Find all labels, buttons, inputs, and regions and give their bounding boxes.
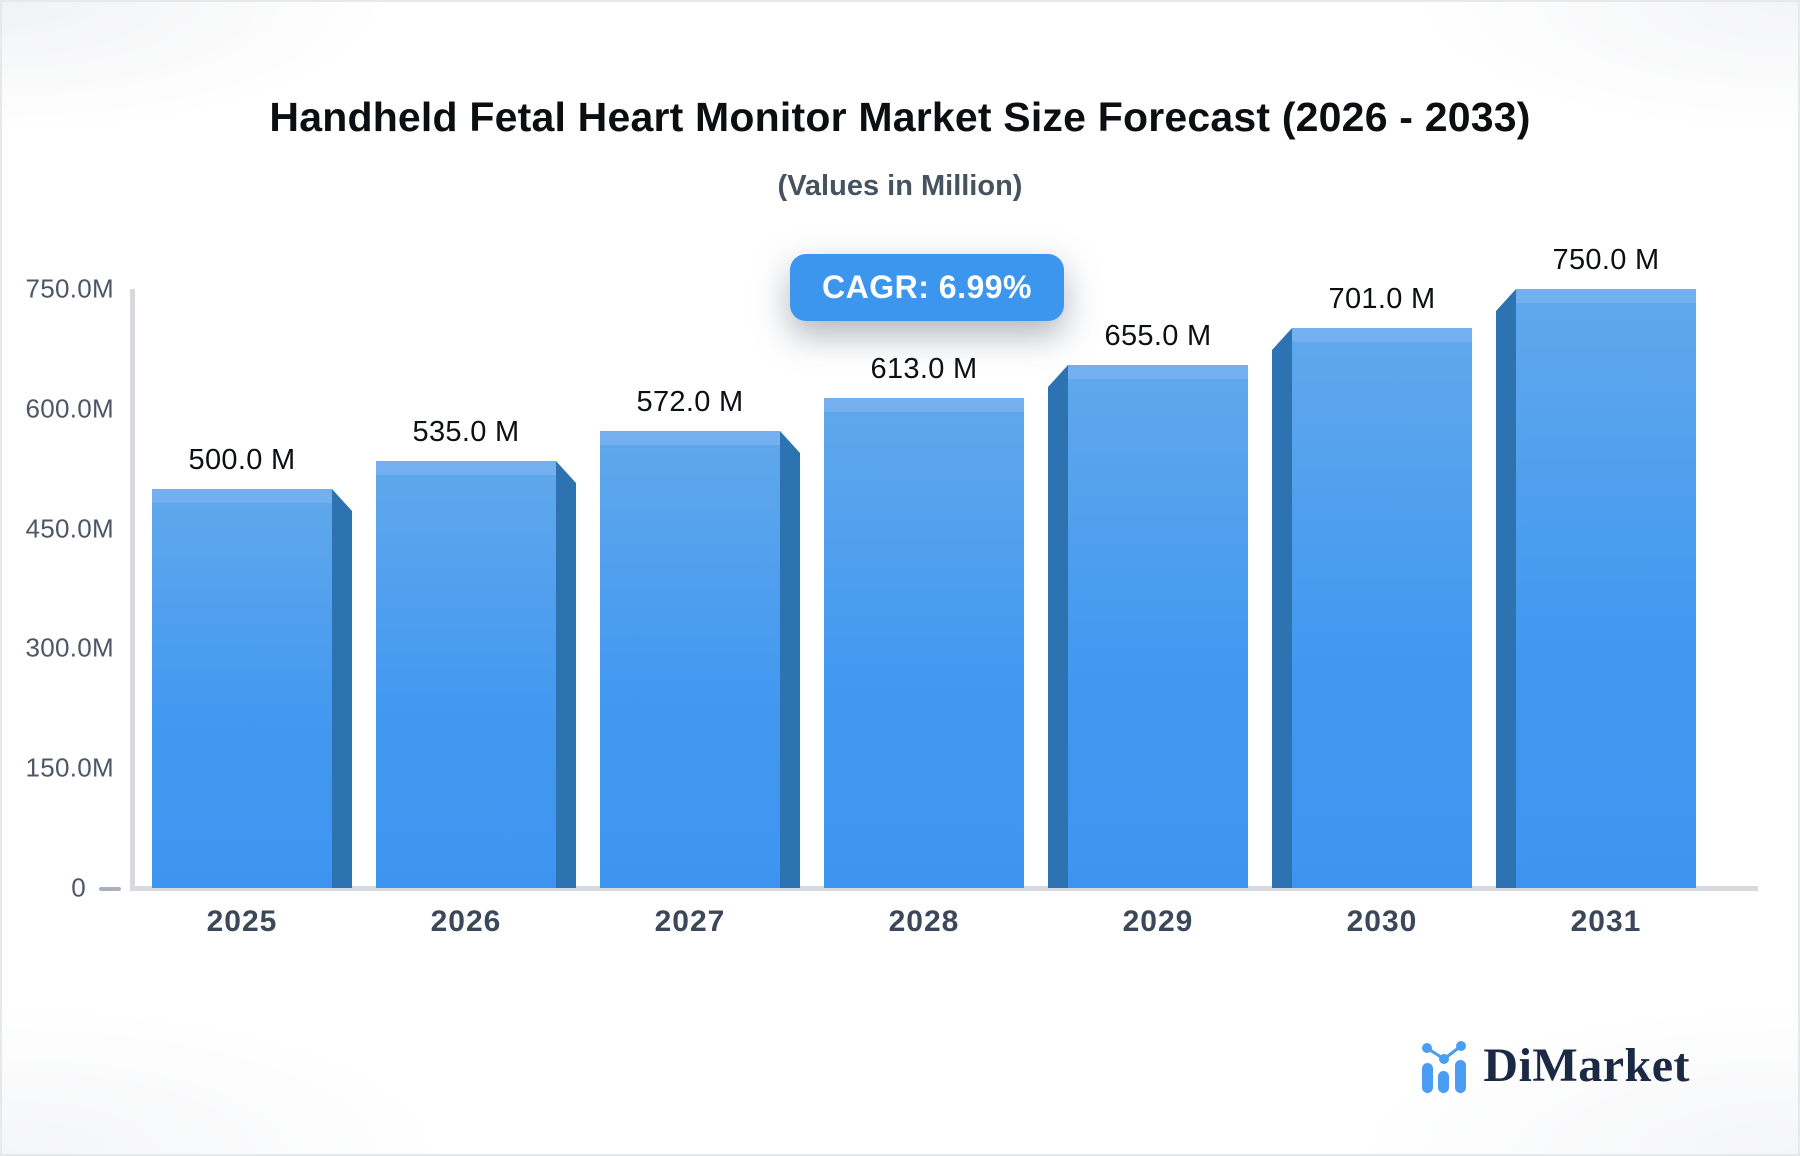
bar-2025: [152, 489, 352, 888]
bar-value-label-2026: 535.0 M: [412, 416, 520, 448]
bar-2027: [600, 431, 800, 888]
bar-side-face: [556, 461, 576, 888]
chart-subtitle: (Values in Million): [777, 170, 1023, 202]
bar-top-face: [376, 461, 556, 475]
y-axis-tick-750.0M: 750.0M: [25, 273, 114, 304]
bar-value-label-2031: 750.0 M: [1552, 244, 1660, 276]
y-axis-tick-450.0M: 450.0M: [25, 513, 114, 544]
bar-top-face: [600, 431, 780, 445]
x-axis-label-2030: 2030: [1346, 905, 1418, 938]
bar-top-face: [152, 489, 332, 503]
x-axis-label-2027: 2027: [654, 905, 726, 938]
bar-top-face: [824, 398, 1024, 412]
y-axis-tick-0: 0: [71, 872, 86, 903]
bar-side-face: [1496, 289, 1516, 888]
x-axis-label-2028: 2028: [888, 905, 960, 938]
cagr-badge-label: CAGR: 6.99%: [822, 269, 1032, 305]
bar-side-face: [1272, 328, 1292, 888]
x-axis-line: [130, 886, 1758, 891]
x-axis-label-2025: 2025: [206, 905, 278, 938]
bar-side-face: [1048, 365, 1068, 888]
bar-2029: [1048, 365, 1248, 888]
bar-value-label-2027: 572.0 M: [636, 386, 744, 418]
bar-top-face: [1068, 365, 1248, 379]
bar-face: [1068, 365, 1248, 888]
bar-value-label-2030: 701.0 M: [1328, 283, 1436, 315]
dimarket-logo-text: DiMarket: [1483, 1039, 1690, 1092]
bar-value-label-2028: 613.0 M: [870, 353, 978, 385]
bar-value-label-2025: 500.0 M: [188, 444, 296, 476]
bar-face: [1516, 289, 1696, 888]
bar-side-face: [332, 489, 352, 888]
zero-tick-mark: [99, 887, 121, 891]
y-axis-tick-150.0M: 150.0M: [25, 752, 114, 783]
y-axis-tick-300.0M: 300.0M: [25, 632, 114, 663]
bar-face: [1292, 328, 1472, 888]
y-axis-line: [130, 289, 135, 890]
bar-face: [152, 489, 332, 888]
bar-face: [600, 431, 780, 888]
dimarket-logo: DiMarket: [1419, 1038, 1690, 1093]
cagr-badge: CAGR: 6.99%: [790, 254, 1064, 321]
bar-2028: [824, 398, 1024, 888]
bar-2031: [1496, 289, 1696, 888]
chart-title: Handheld Fetal Heart Monitor Market Size…: [269, 94, 1531, 140]
bar-2026: [376, 461, 576, 888]
bar-2030: [1272, 328, 1472, 888]
x-axis-label-2026: 2026: [430, 905, 502, 938]
bar-face: [824, 398, 1024, 888]
x-axis-label-2029: 2029: [1122, 905, 1194, 938]
x-axis-label-2031: 2031: [1570, 905, 1642, 938]
bar-top-face: [1292, 328, 1472, 342]
bar-side-face: [780, 431, 800, 888]
y-axis-tick-600.0M: 600.0M: [25, 393, 114, 424]
bar-top-face: [1516, 289, 1696, 303]
bar-face: [376, 461, 556, 888]
dimarket-logo-icon: [1422, 1040, 1467, 1093]
bar-value-label-2029: 655.0 M: [1104, 320, 1212, 352]
